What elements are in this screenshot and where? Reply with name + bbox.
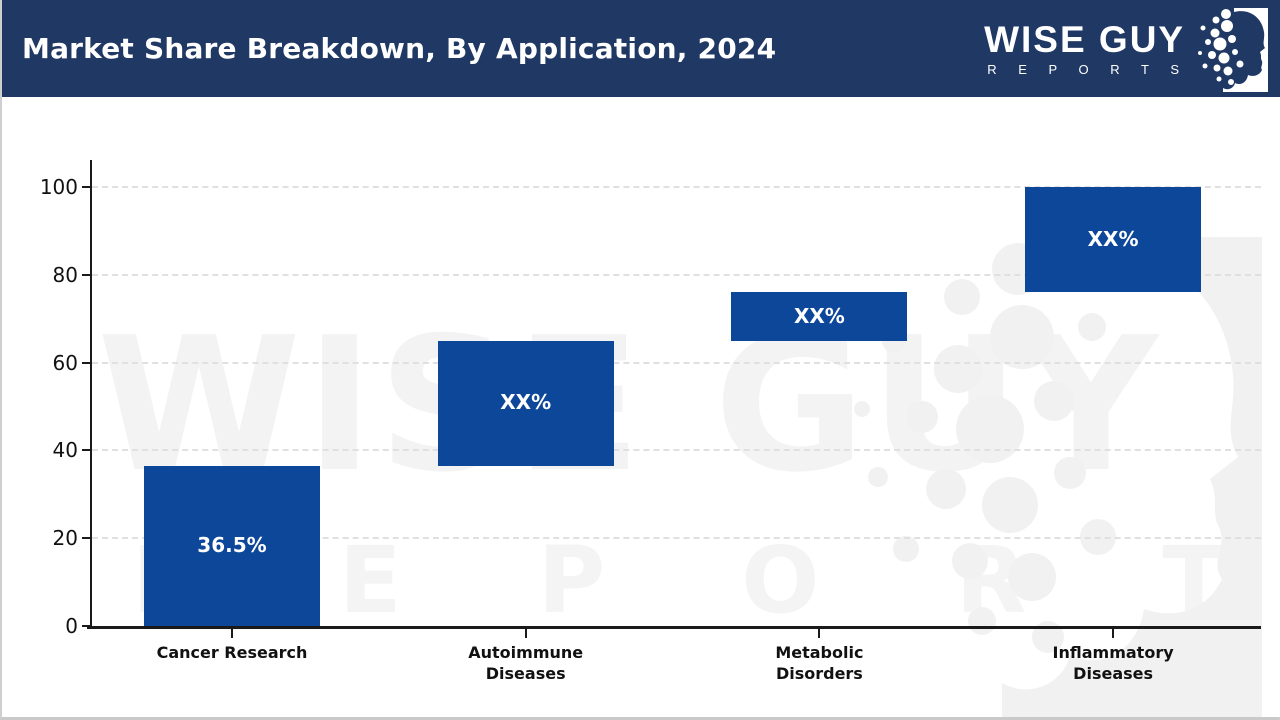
x-axis-category-label: Metabolic Disorders [775,643,864,683]
y-axis-tick-60 [82,361,90,364]
y-axis-tick-100 [82,186,90,188]
y-axis-tick-label-60: 60 [52,350,78,375]
y-axis-tick-80 [82,273,90,276]
gridline-40 [92,449,1261,452]
y-axis-tick-40 [82,449,90,452]
y-axis-tick-label-0: 0 [65,614,78,638]
y-axis-tick-label-100: 100 [39,175,78,199]
logo-wordmark: WISE GUY [984,18,1186,60]
wise-guy-reports-logo: WISE GUY R E P O R T S [981,6,1268,92]
x-axis-tick-3 [1112,629,1115,638]
x-axis-tick-1 [524,629,527,638]
gridline-100 [92,186,1261,188]
bar-cancer-research [144,465,320,626]
header-banner: Market Share Breakdown, By Application, … [2,0,1280,97]
gridline-20 [92,537,1261,540]
bar-value-label: 36.5% [197,532,267,557]
y-axis-tick-0 [82,625,90,627]
x-axis-category-label: Inflammatory Diseases [1052,643,1174,683]
x-axis-tick-2 [818,629,821,638]
bar-value-label: XX% [500,390,552,415]
y-axis-tick-label-40: 40 [52,438,78,463]
x-axis-tick-0 [231,629,233,638]
logo-face-icon [1198,7,1268,92]
x-axis-spine [87,626,1261,629]
x-axis-category-label: Autoimmune Diseases [468,643,584,683]
x-axis-category-label: Cancer Research [156,643,308,662]
gridline-80 [92,273,1261,276]
chart-title: Market Share Breakdown, By Application, … [22,32,777,65]
y-axis-tick-20 [82,537,90,540]
bar-value-label: XX% [1087,226,1139,251]
gridline-60 [92,361,1261,364]
y-axis-spine [90,160,92,629]
logo-text: WISE GUY R E P O R T S [981,18,1188,77]
logo-subtitle: R E P O R T S [987,61,1188,77]
bar-autoimmune-diseases [437,340,614,466]
y-axis-tick-label-20: 20 [52,526,78,551]
bar-metabolic-disorders [731,292,908,341]
bar-value-label: XX% [793,303,845,328]
y-axis-tick-label-80: 80 [52,262,78,287]
